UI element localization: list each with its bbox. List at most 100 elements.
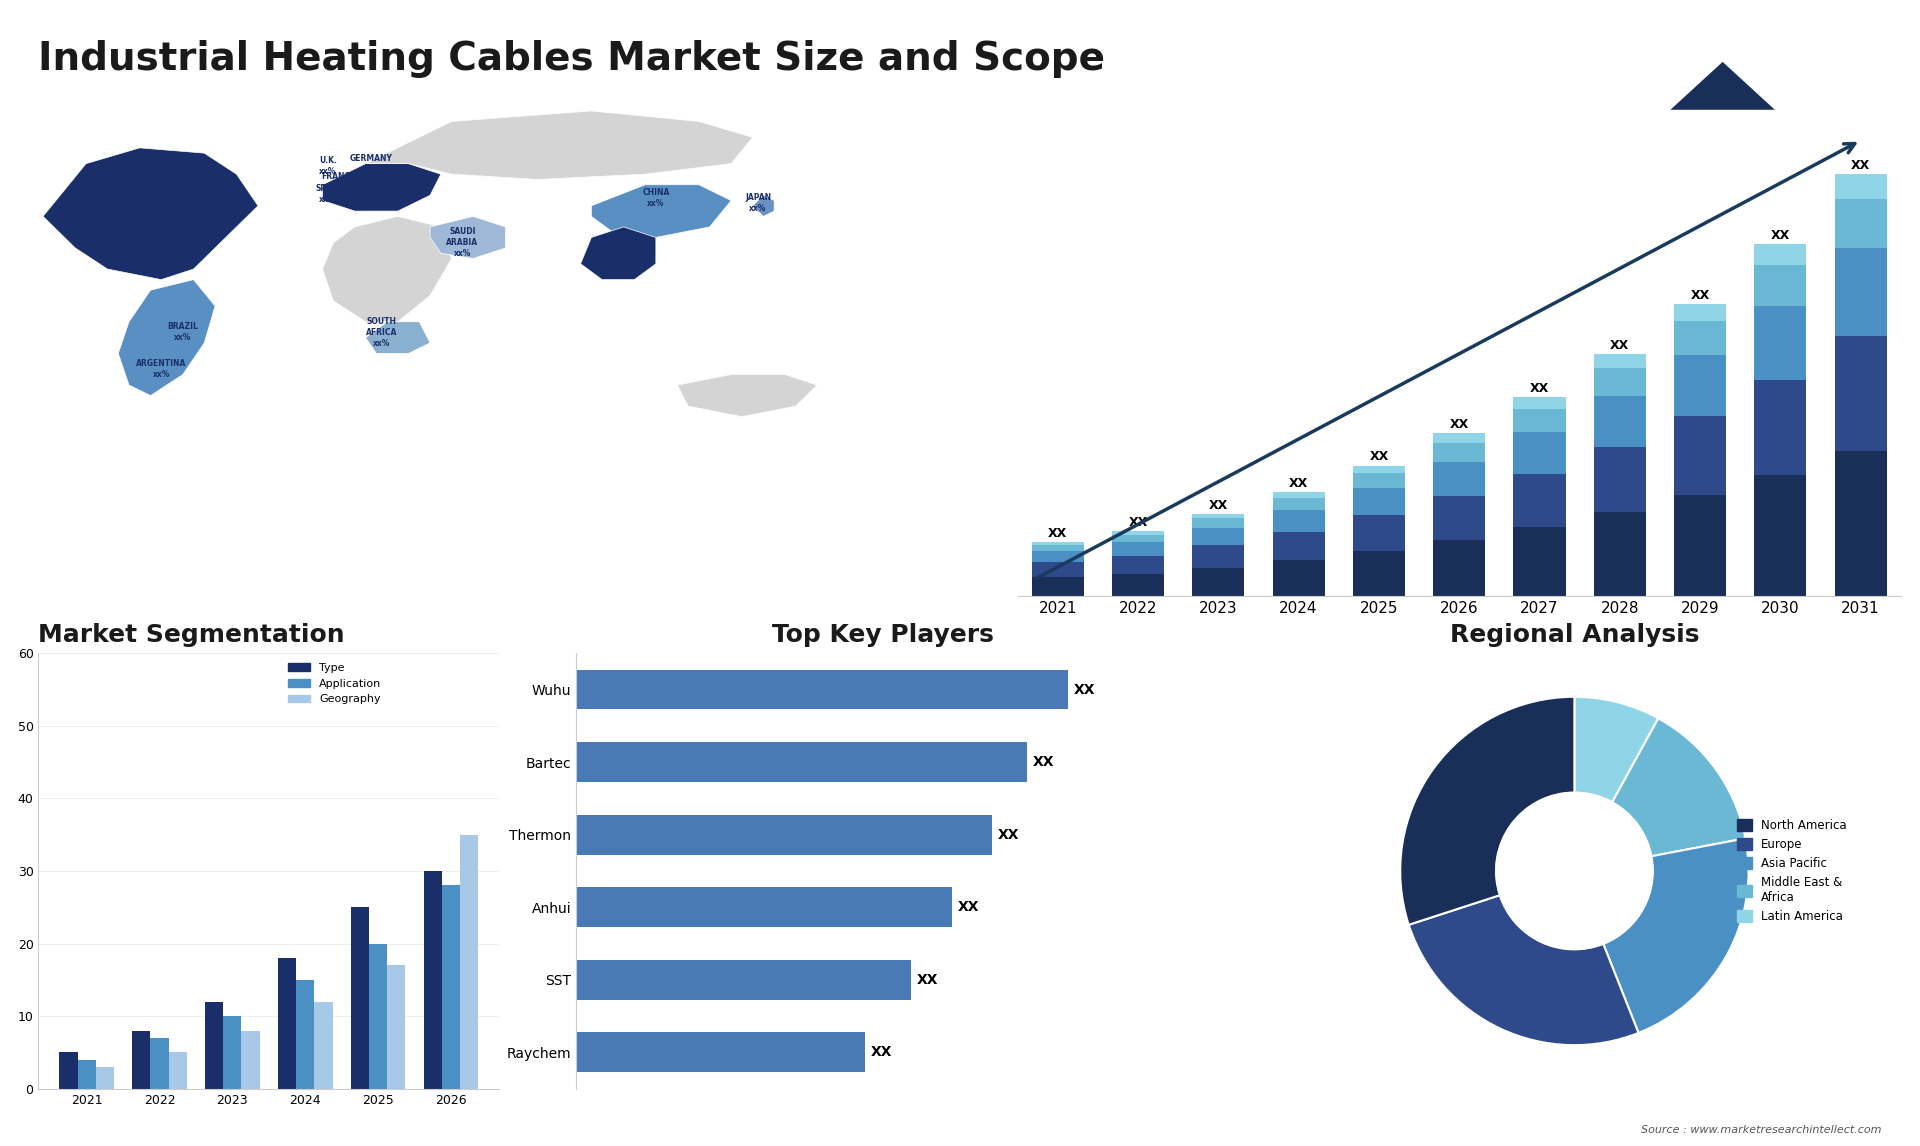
Bar xyxy=(315,1002,332,1089)
Bar xyxy=(369,943,388,1089)
Text: XX: XX xyxy=(1690,289,1709,301)
Bar xyxy=(1513,432,1565,473)
Bar xyxy=(424,871,442,1089)
Bar xyxy=(1755,244,1807,265)
Bar xyxy=(1594,354,1645,368)
Bar xyxy=(576,815,993,855)
Bar xyxy=(278,958,296,1089)
Text: XX: XX xyxy=(1073,683,1094,697)
Bar xyxy=(461,834,478,1089)
Bar xyxy=(1755,379,1807,476)
Text: ITALY
xx%: ITALY xx% xyxy=(365,172,388,193)
Bar xyxy=(1513,409,1565,432)
Bar xyxy=(132,1030,150,1089)
Polygon shape xyxy=(323,217,451,322)
Circle shape xyxy=(1496,793,1653,949)
Text: MEXICO
xx%: MEXICO xx% xyxy=(123,246,157,266)
Bar xyxy=(1755,265,1807,306)
Bar xyxy=(1354,516,1405,551)
Bar xyxy=(1834,450,1887,596)
Bar xyxy=(576,887,952,927)
Text: XX: XX xyxy=(1611,338,1630,352)
Text: FRANCE
xx%: FRANCE xx% xyxy=(321,172,355,193)
Bar xyxy=(576,669,1068,709)
Text: XX: XX xyxy=(1048,527,1068,540)
Text: ARGENTINA
xx%: ARGENTINA xx% xyxy=(136,359,186,379)
Bar xyxy=(1273,499,1325,510)
Text: U.S.
xx%: U.S. xx% xyxy=(98,206,117,227)
Bar xyxy=(1674,304,1726,321)
Text: XX: XX xyxy=(1369,450,1388,463)
Wedge shape xyxy=(1574,697,1659,802)
Bar xyxy=(1112,542,1164,556)
Polygon shape xyxy=(365,111,753,180)
Bar xyxy=(1834,198,1887,248)
Bar xyxy=(351,908,369,1089)
Bar xyxy=(1432,496,1486,540)
Bar xyxy=(205,1002,223,1089)
Bar xyxy=(1354,465,1405,473)
Polygon shape xyxy=(591,185,732,237)
Bar xyxy=(576,960,912,999)
Bar xyxy=(1354,473,1405,488)
Text: Market Segmentation: Market Segmentation xyxy=(38,623,346,647)
Text: CHINA
xx%: CHINA xx% xyxy=(641,188,670,207)
Polygon shape xyxy=(1670,62,1774,110)
Bar xyxy=(1031,563,1085,578)
Bar xyxy=(1755,306,1807,379)
Bar xyxy=(1432,444,1486,462)
Text: INDIA
xx%: INDIA xx% xyxy=(595,251,620,272)
Bar xyxy=(1594,512,1645,596)
Text: XX: XX xyxy=(1210,499,1229,512)
Bar xyxy=(1674,495,1726,596)
Bar xyxy=(1273,560,1325,596)
Bar xyxy=(1192,513,1244,518)
Bar xyxy=(60,1052,77,1089)
Text: XX: XX xyxy=(872,1045,893,1059)
Bar xyxy=(1513,397,1565,409)
Polygon shape xyxy=(580,227,657,280)
Bar xyxy=(1674,355,1726,416)
Text: XX: XX xyxy=(1530,382,1549,394)
Text: XX: XX xyxy=(998,827,1020,841)
Bar xyxy=(1513,473,1565,527)
Title: Top Key Players: Top Key Players xyxy=(772,623,995,647)
Polygon shape xyxy=(678,375,818,417)
Bar xyxy=(1755,476,1807,596)
Bar xyxy=(296,980,315,1089)
Bar xyxy=(576,1033,866,1073)
Bar xyxy=(1432,462,1486,496)
Text: Industrial Heating Cables Market Size and Scope: Industrial Heating Cables Market Size an… xyxy=(38,40,1106,78)
Bar xyxy=(1192,545,1244,567)
Bar xyxy=(1432,433,1486,444)
Text: XX: XX xyxy=(918,973,939,987)
Text: GERMANY
xx%: GERMANY xx% xyxy=(349,154,392,174)
Polygon shape xyxy=(323,164,442,211)
Bar xyxy=(1594,447,1645,512)
Bar xyxy=(1432,540,1486,596)
Bar xyxy=(77,1060,96,1089)
Text: CANADA
xx%: CANADA xx% xyxy=(100,162,136,181)
Polygon shape xyxy=(42,148,257,280)
Text: JAPAN
xx%: JAPAN xx% xyxy=(745,194,772,213)
Polygon shape xyxy=(430,217,505,259)
Bar xyxy=(1354,551,1405,596)
Text: XX: XX xyxy=(958,901,979,915)
Text: U.K.
xx%: U.K. xx% xyxy=(319,156,336,176)
Bar xyxy=(1674,416,1726,495)
Wedge shape xyxy=(1613,719,1745,856)
Bar xyxy=(1192,567,1244,596)
Bar xyxy=(1513,527,1565,596)
Text: XX: XX xyxy=(1770,229,1789,242)
Bar xyxy=(1834,174,1887,198)
Bar xyxy=(1354,488,1405,516)
Bar xyxy=(1192,518,1244,528)
Bar xyxy=(1112,573,1164,596)
Bar xyxy=(1112,535,1164,542)
Title: Regional Analysis: Regional Analysis xyxy=(1450,623,1699,647)
Text: Source : www.marketresearchintellect.com: Source : www.marketresearchintellect.com xyxy=(1642,1124,1882,1135)
Bar xyxy=(223,1017,242,1089)
Bar xyxy=(169,1052,186,1089)
Bar xyxy=(442,886,461,1089)
Bar xyxy=(1594,368,1645,397)
